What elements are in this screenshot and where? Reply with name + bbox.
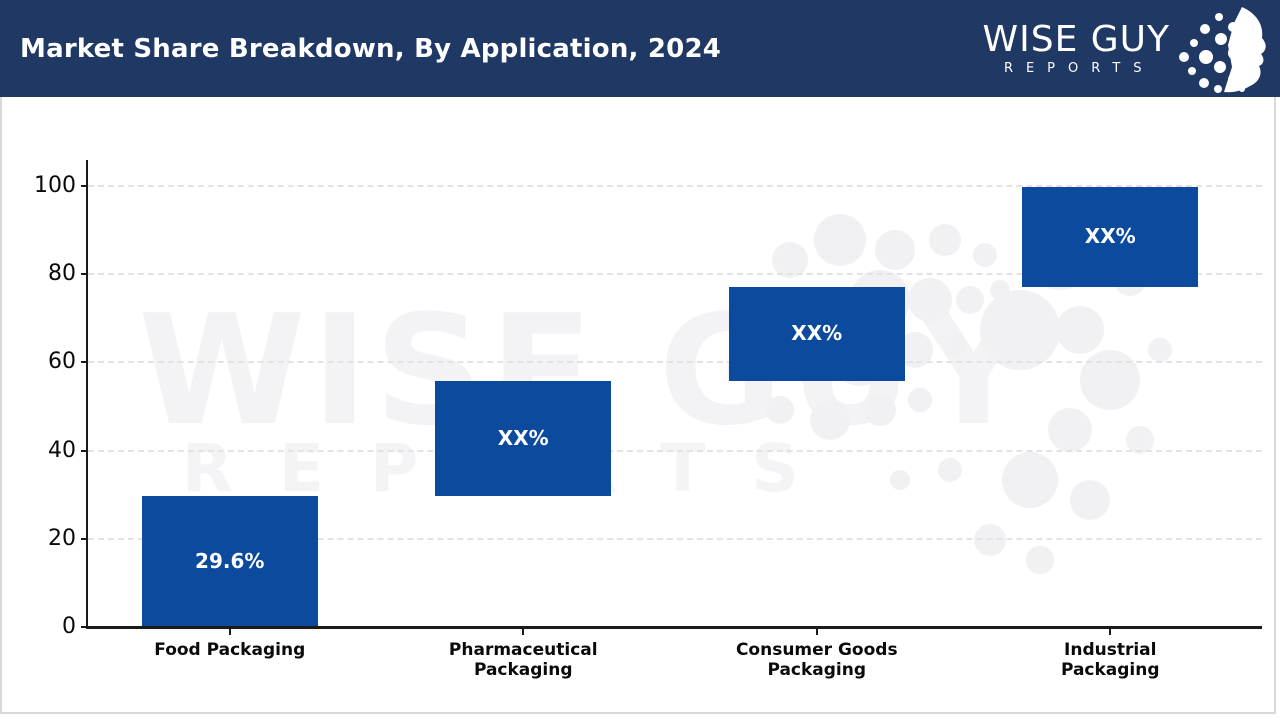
x-axis-tick <box>1109 627 1112 635</box>
brand-logo-text: WISE GUY REPORTS <box>982 19 1171 76</box>
x-axis-tick <box>228 627 231 635</box>
bar-value-label: XX% <box>497 425 549 450</box>
x-axis-line <box>86 626 1262 629</box>
bar-value-label: 29.6% <box>195 548 265 573</box>
y-tick-label: 100 <box>34 173 76 198</box>
brand-face-icon <box>1179 6 1266 93</box>
y-axis-tick <box>81 361 88 364</box>
y-tick-label: 20 <box>48 525 76 551</box>
y-axis-line <box>86 160 88 629</box>
brand-logo: WISE GUY REPORTS <box>983 5 1269 93</box>
x-tick-label-text: Industrial Packaging <box>1060 640 1160 680</box>
x-axis-tick <box>522 627 525 635</box>
bar <box>728 286 905 381</box>
gridline <box>88 185 1262 187</box>
x-tick-label: Pharmaceutical Packaging <box>413 640 633 680</box>
gridline <box>88 537 1262 540</box>
x-tick-label: Food Packaging <box>120 640 340 660</box>
y-axis-tick <box>81 185 88 187</box>
y-axis-tick <box>81 626 88 628</box>
x-tick-label-text: Consumer Goods Packaging <box>735 640 898 680</box>
brand-logo-name: WISE GUY <box>982 19 1170 60</box>
bar-value-label: XX% <box>1084 223 1136 248</box>
y-axis-tick <box>81 537 88 540</box>
brand-logo-subtitle: REPORTS <box>1003 61 1155 76</box>
x-tick-label: Consumer Goods Packaging <box>707 640 927 680</box>
x-tick-label-text: Food Packaging <box>154 640 306 660</box>
gridline <box>88 273 1262 276</box>
x-tick-label: Industrial Packaging <box>1000 640 1220 680</box>
y-axis-tick <box>81 449 88 452</box>
bar-value-label: XX% <box>791 320 843 345</box>
y-axis-tick <box>81 273 88 276</box>
y-tick-label: 60 <box>48 349 76 375</box>
bar <box>435 380 612 497</box>
y-tick-label: 0 <box>62 614 76 639</box>
x-axis-tick <box>815 627 818 635</box>
header-bar: Market Share Breakdown, By Application, … <box>0 0 1280 97</box>
y-tick-label: 40 <box>48 437 76 463</box>
chart-title: Market Share Breakdown, By Application, … <box>20 33 722 64</box>
gridline <box>88 361 1262 364</box>
bar <box>1022 186 1199 287</box>
x-tick-label-text: Pharmaceutical Packaging <box>448 640 598 680</box>
y-tick-label: 80 <box>48 261 76 287</box>
gridline <box>88 449 1262 452</box>
bar <box>141 496 318 627</box>
